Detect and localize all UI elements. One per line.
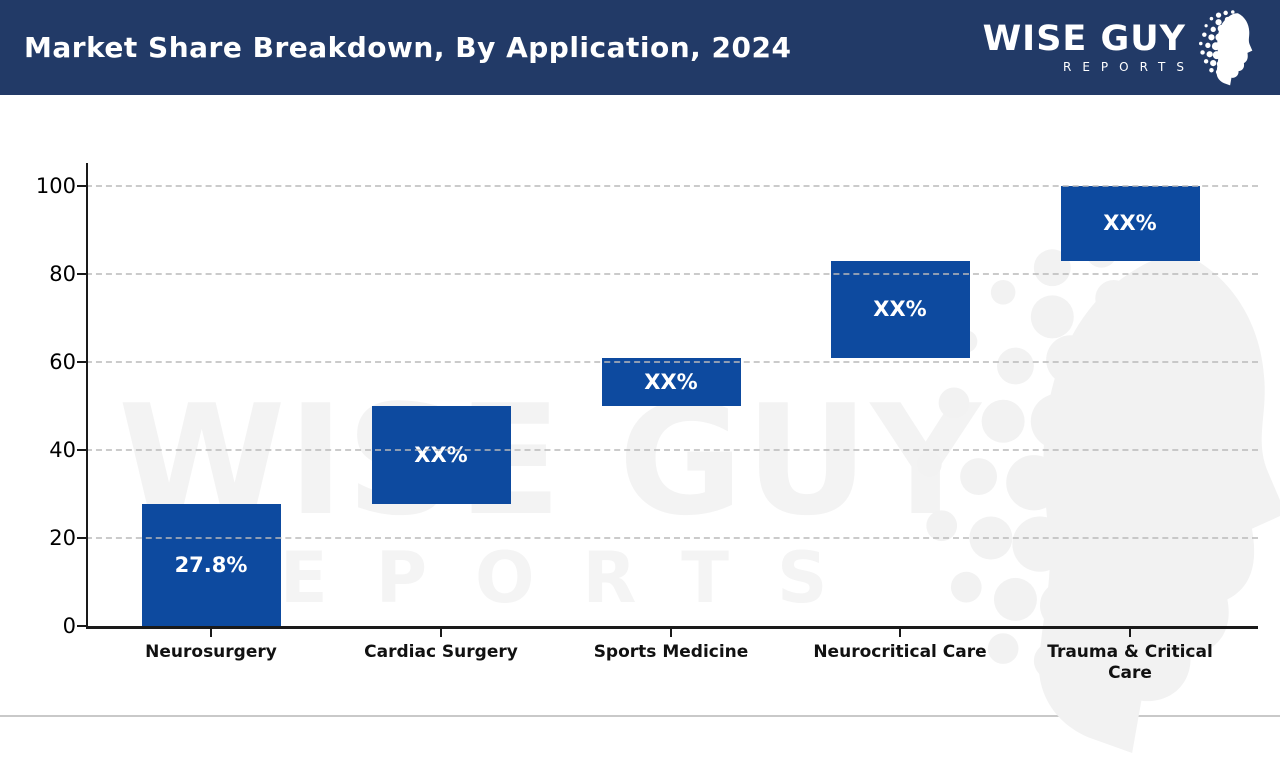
y-tick-mark-80 (77, 273, 86, 275)
x-category-label-neurocritical-care: Neurocritical Care (813, 642, 987, 662)
bar-trauma-critical-care: XX% (1060, 186, 1200, 261)
y-tick-label-40: 40 (49, 438, 76, 462)
y-tick-label-80: 80 (49, 262, 76, 286)
wiseguy-face-icon (1199, 9, 1253, 85)
bar-neurocritical-care: XX% (830, 260, 970, 358)
y-tick-label-100: 100 (35, 174, 76, 198)
x-category-label-neurosurgery: Neurosurgery (145, 642, 277, 662)
gridline-80 (86, 273, 1258, 275)
x-tick-mark-trauma-critical-care (1129, 629, 1131, 637)
watermark-brand-sub: REPORTS (178, 537, 876, 619)
y-tick-label-0: 0 (62, 614, 76, 638)
chart-area: WISE GUY REPORTS 0 20 40 60 80 100 27.8% XX% XX%… (0, 95, 1280, 753)
x-category-label-sports-medicine: Sports Medicine (593, 642, 749, 662)
bar-value-label-neurocritical-care: XX% (873, 297, 927, 322)
header-bar: Market Share Breakdown, By Application, … (0, 0, 1280, 95)
logo-brand-name: WISE GUY (982, 18, 1186, 59)
bar-value-label-neurosurgery: 27.8% (174, 552, 248, 577)
gridline-100 (86, 185, 1258, 187)
x-tick-mark-neurosurgery (210, 629, 212, 637)
gridline-40 (86, 449, 1258, 451)
bar-value-label-cardiac-surgery: XX% (414, 442, 468, 467)
x-tick-mark-neurocritical-care (899, 629, 901, 637)
bar-value-label-sports-medicine: XX% (644, 369, 698, 394)
x-category-label-cardiac-surgery: Cardiac Surgery (364, 642, 518, 662)
logo-brand-sub: REPORTS (1062, 59, 1195, 74)
gridline-20 (86, 537, 1258, 539)
y-tick-mark-20 (77, 537, 86, 539)
x-tick-mark-sports-medicine (670, 629, 672, 637)
y-tick-label-20: 20 (49, 526, 76, 550)
y-tick-mark-100 (77, 185, 86, 187)
bar-sports-medicine: XX% (601, 357, 741, 406)
x-tick-mark-cardiac-surgery (440, 629, 442, 637)
y-tick-mark-0 (77, 625, 86, 627)
x-axis-line (86, 626, 1258, 629)
bar-neurosurgery: 27.8% (141, 503, 281, 626)
y-tick-mark-40 (77, 449, 86, 451)
chart-title: Market Share Breakdown, By Application, … (24, 31, 792, 64)
wiseguy-logo-text: WISE GUY REPORTS (982, 18, 1186, 74)
y-axis-line (86, 163, 88, 629)
x-category-label-trauma-critical-care: Trauma & Critical Care (1047, 642, 1213, 684)
footer-divider (0, 715, 1280, 717)
bar-cardiac-surgery: XX% (371, 406, 511, 504)
y-tick-mark-60 (77, 361, 86, 363)
wiseguy-logo: WISE GUY REPORTS (983, 8, 1256, 88)
y-tick-label-60: 60 (49, 350, 76, 374)
bar-value-label-trauma-critical-care: XX% (1103, 211, 1157, 236)
gridline-60 (86, 361, 1258, 363)
